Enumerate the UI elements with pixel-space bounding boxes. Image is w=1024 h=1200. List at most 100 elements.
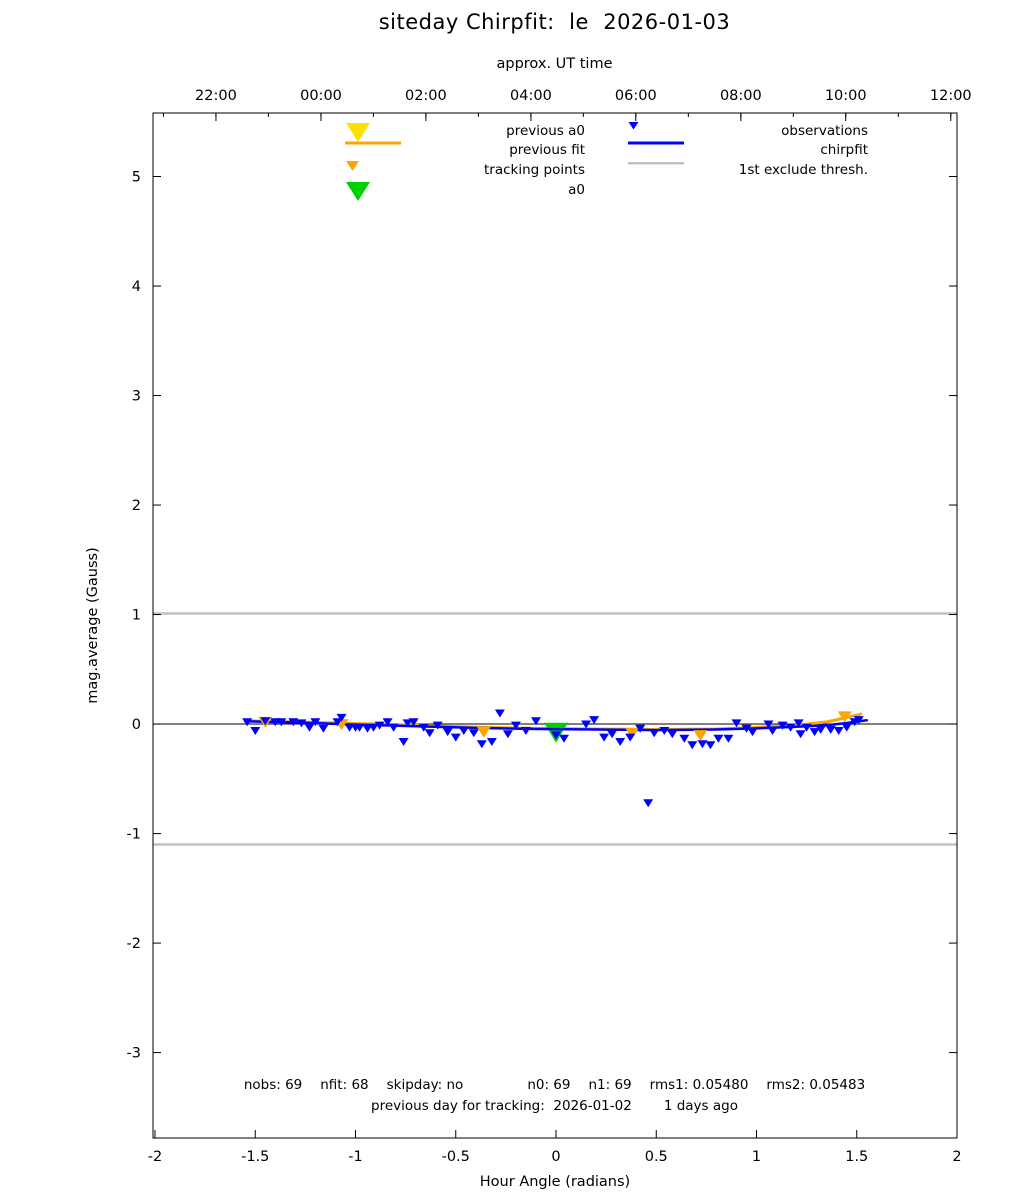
stat-nfit: nfit: 68: [320, 1077, 369, 1093]
observations-marker: [296, 719, 307, 728]
observations-marker: [649, 729, 660, 738]
observations-marker: [559, 734, 569, 743]
observations-marker: [713, 734, 724, 743]
x-tick-label: 1: [752, 1149, 761, 1165]
y-axis-label: mag.average (Gauss): [85, 547, 101, 704]
observations-marker: [432, 721, 443, 730]
legend-label: observations: [781, 123, 868, 139]
stat-rms2: rms2: 0.05483: [766, 1077, 866, 1093]
tracking-points-marker: [837, 711, 852, 723]
x-tick-label: -0.5: [442, 1149, 470, 1165]
observations-marker: [731, 719, 742, 728]
observations-marker: [705, 741, 716, 750]
top-tick-label: 22:00: [195, 88, 237, 104]
observations-marker: [310, 718, 321, 727]
legend-item-a0: a0: [345, 180, 649, 201]
observations-marker: [679, 734, 690, 743]
top-tick-label: 04:00: [510, 88, 552, 104]
legend-item-observations: observations: [628, 121, 932, 141]
x-tick-label: 0: [551, 1149, 560, 1165]
legend-label: previous a0: [506, 123, 585, 139]
x-tick-label: 1.5: [845, 1149, 868, 1165]
observations-marker: [408, 718, 419, 727]
observations-marker: [336, 713, 347, 722]
observations-marker: [589, 716, 600, 725]
observations-marker: [304, 723, 315, 732]
stat-n0: n0: 69: [527, 1077, 571, 1093]
stats-line-1: nobs: 69 nfit: 68 skipday: no n0: 69 n1:…: [152, 1077, 957, 1093]
observations-marker: [635, 724, 646, 733]
stat-days-ago: 1 days ago: [663, 1098, 738, 1114]
observations-marker: [288, 718, 299, 727]
observations-marker: [793, 719, 804, 728]
x-tick-label: 0.5: [645, 1149, 668, 1165]
observations-marker: [599, 733, 610, 742]
observations-marker: [368, 723, 379, 732]
top-tick-label: 10:00: [825, 88, 867, 104]
observations-marker: [402, 719, 413, 728]
legend-label: previous fit: [509, 142, 585, 158]
stats-line-2: previous day for tracking: 2026-01-02 1 …: [152, 1098, 957, 1114]
observations-marker: [763, 720, 774, 729]
observations-marker: [450, 733, 461, 742]
observations-marker: [442, 728, 453, 737]
observations-marker: [494, 709, 505, 718]
observations-marker: [643, 799, 654, 808]
observations-marker: [723, 734, 734, 743]
stat-skipday: skipday: no: [386, 1077, 464, 1093]
observations-marker: [667, 730, 678, 739]
observations-marker: [767, 727, 778, 735]
observations-marker: [276, 718, 287, 727]
y-tick-label: -1: [127, 827, 141, 843]
observations-marker: [362, 724, 373, 733]
x-tick-label: 2: [952, 1149, 961, 1165]
y-tick-label: 1: [132, 608, 141, 624]
previous-a0-triangle-icon: [346, 121, 649, 142]
observations-marker: [424, 729, 435, 738]
y-tick-label: -2: [127, 936, 141, 952]
y-tick-label: 2: [132, 498, 141, 514]
legend-label: chirpfit: [820, 142, 868, 158]
observations-marker: [382, 718, 393, 727]
legend-label: 1st exclude thresh.: [738, 162, 868, 178]
observations-marker: [625, 733, 636, 742]
observations-marker: [486, 738, 497, 746]
observations-marker: [815, 725, 826, 734]
x-tick-label: -1: [348, 1149, 362, 1165]
top-tick-label: 06:00: [615, 88, 657, 104]
chirpfit-line-icon: [628, 140, 932, 160]
legend-label: tracking points: [484, 162, 585, 178]
observations-triangle-icon: [628, 121, 932, 141]
observations-marker: [458, 727, 469, 735]
stat-tracking-day: previous day for tracking: 2026-01-02: [371, 1098, 632, 1114]
observations-marker: [659, 727, 670, 735]
observations-marker: [795, 730, 806, 739]
top-tick-label: 02:00: [405, 88, 447, 104]
y-tick-label: -3: [127, 1046, 141, 1062]
observations-marker: [801, 723, 812, 732]
observations-marker: [398, 738, 409, 746]
y-tick-label: 4: [132, 279, 141, 295]
observations-marker: [841, 723, 852, 732]
legend-item-tracking-points: tracking points: [345, 160, 649, 180]
legend-item-exclude-thresh: 1st exclude thresh.: [628, 160, 932, 180]
observations-marker: [777, 721, 788, 730]
observations-marker: [741, 724, 752, 733]
observations-marker: [687, 741, 698, 750]
stat-rms1: rms1: 0.05480: [649, 1077, 749, 1093]
top-axis-label: approx. UT time: [496, 56, 613, 72]
observations-marker: [388, 723, 399, 732]
observations-marker: [833, 727, 844, 735]
observations-marker: [242, 718, 253, 727]
observations-marker: [853, 716, 864, 725]
exclude-thresh-line-icon: [628, 160, 932, 180]
previous-fit-line-icon: [345, 140, 649, 160]
observations-marker: [615, 738, 626, 746]
x-tick-label: -2: [148, 1149, 162, 1165]
top-tick-label: 12:00: [930, 88, 972, 104]
chart-title: siteday Chirpfit: le 2026-01-03: [378, 10, 731, 34]
observations-marker: [785, 723, 796, 732]
stat-nobs: nobs: 69: [243, 1077, 303, 1093]
